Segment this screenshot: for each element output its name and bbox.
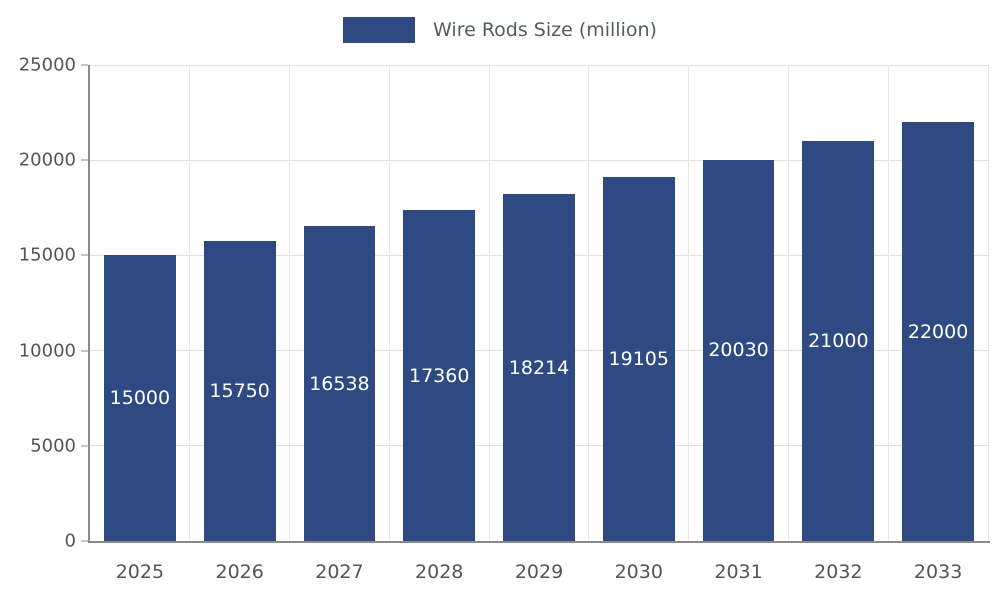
y-axis-tick-label: 15000 [18,244,76,266]
x-axis-category-label: 2032 [814,561,863,583]
plot-area: 0 5000 10000 15000 20000 25000 15000 2025 15750 2… [19,55,990,583]
y-axis-tick [81,540,88,542]
y-axis-tick [81,64,88,66]
gridline-horizontal [90,64,988,66]
bar: 21000 [802,141,875,541]
gridline-vertical [987,65,989,541]
legend[interactable]: Wire Rods Size (million) [0,17,1000,43]
bar-value-label: 16538 [309,372,370,395]
y-axis-tick-label: 20000 [18,149,76,171]
y-axis-line [88,65,90,543]
gridline-vertical [887,65,889,541]
bar: 20030 [702,159,775,541]
bar: 19105 [602,177,675,541]
x-axis-category-label: 2028 [415,561,464,583]
gridline-vertical [189,65,191,541]
y-axis-tick [81,445,88,447]
bar: 18214 [503,194,575,541]
legend-label: Wire Rods Size (million) [433,19,657,41]
y-axis-tick-label: 25000 [18,54,76,76]
gridline-horizontal [90,159,988,161]
bar-value-label: 18214 [508,356,570,379]
gridline-vertical [588,65,590,541]
x-axis-category-label: 2030 [614,561,663,583]
x-axis-category-label: 2026 [215,561,264,583]
gridline-vertical [388,65,390,541]
bar: 15000 [103,255,176,541]
y-axis-tick-label: 10000 [18,340,76,362]
y-axis-tick [81,254,88,256]
y-axis-tick-label: 0 [64,530,76,552]
bar: 17360 [403,210,476,541]
legend-swatch [343,17,416,43]
x-axis-category-label: 2029 [514,561,564,583]
gridline-vertical [488,65,490,541]
bar-value-label: 22000 [907,320,969,343]
bar-value-label: 19105 [608,348,669,371]
y-axis-tick-label: 5000 [30,435,76,457]
x-axis-category-label: 2033 [913,561,963,583]
bar-value-label: 21000 [808,330,869,353]
bar-value-label: 15750 [209,380,270,403]
gridline-vertical [289,65,291,541]
bar-value-label: 20030 [708,339,769,362]
bar-value-label: 15000 [109,387,171,410]
bar: 15750 [203,241,276,541]
bar: 16538 [303,226,376,541]
gridline-vertical [688,65,690,541]
x-axis-category-label: 2027 [315,561,364,583]
x-axis-category-label: 2031 [714,561,763,583]
x-axis-category-label: 2025 [115,561,165,583]
gridline-vertical [787,65,789,541]
x-axis-line [88,541,990,543]
y-axis-tick [81,159,88,161]
bar: 22000 [902,122,975,541]
bar-value-label: 17360 [408,364,470,387]
y-axis-tick [81,350,88,352]
